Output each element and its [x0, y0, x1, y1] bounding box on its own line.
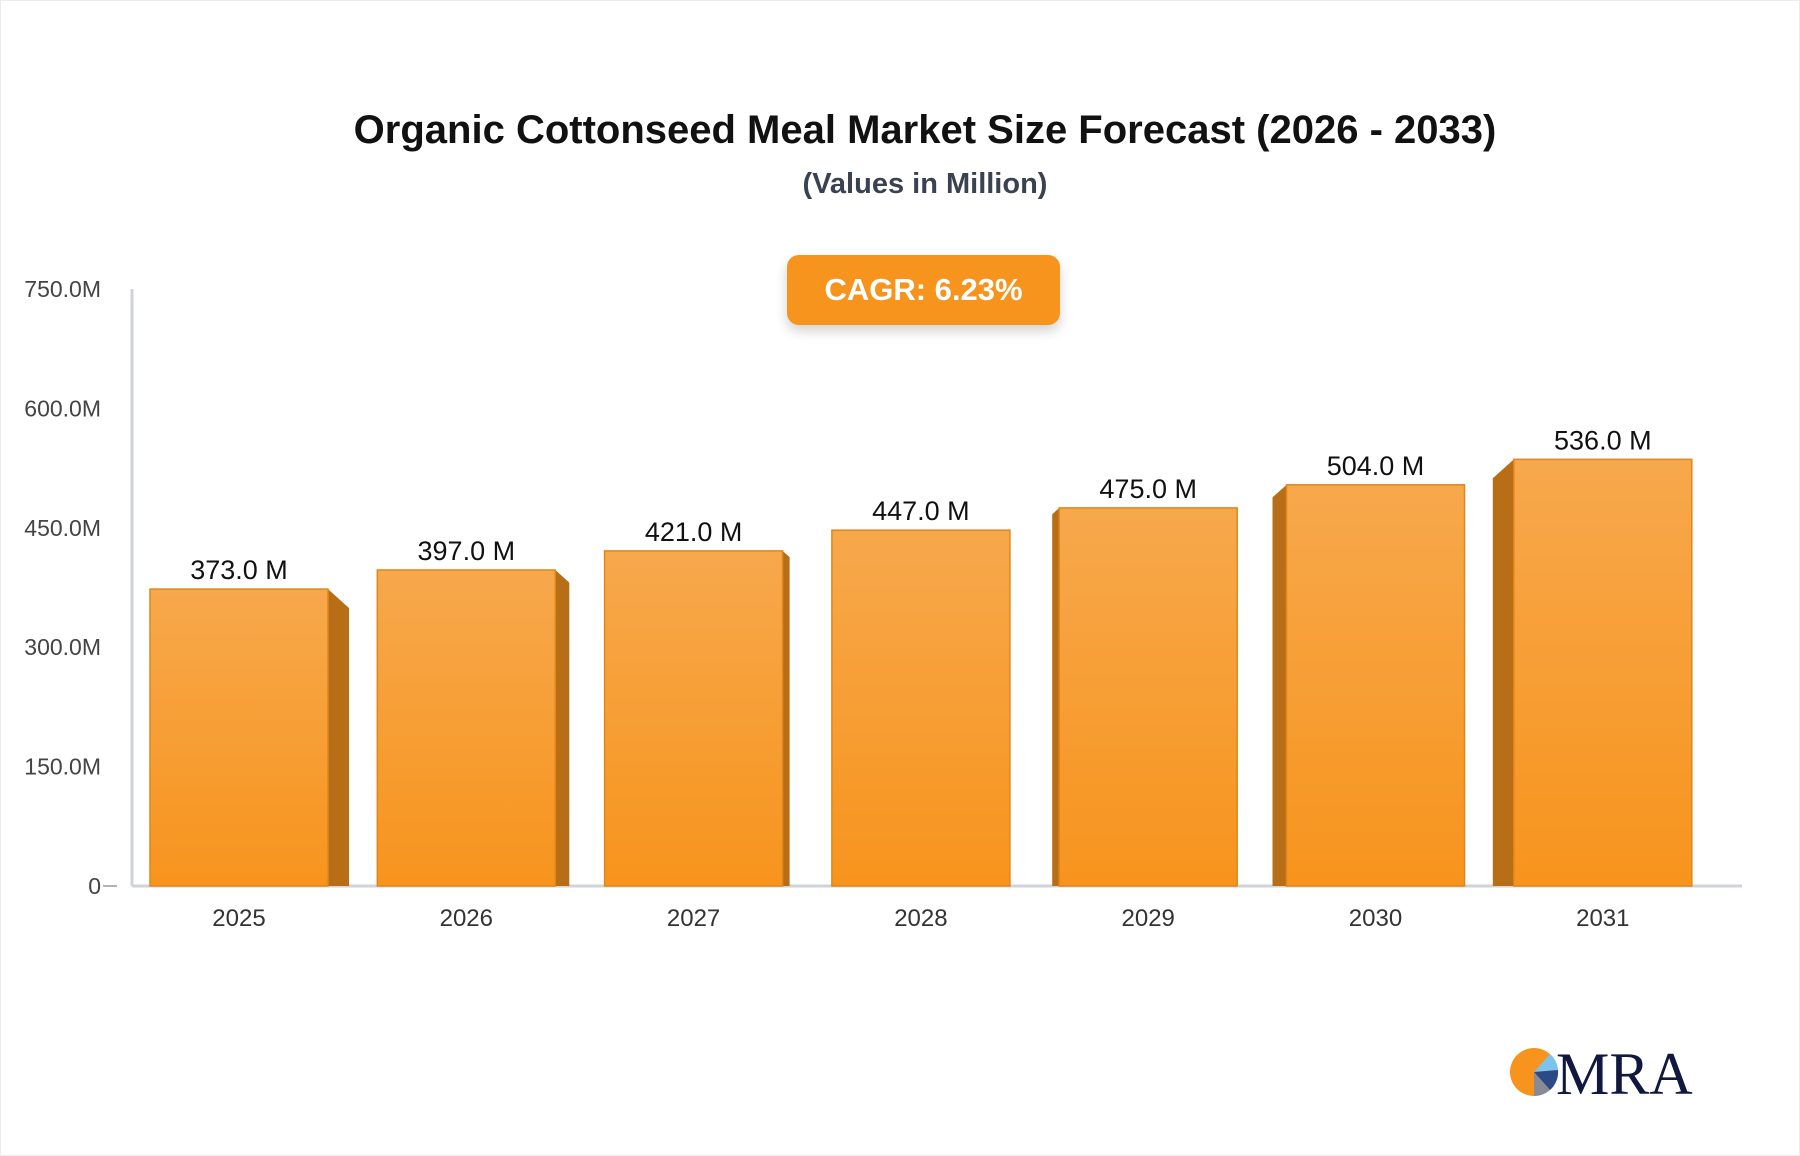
bar-group: 475.0 M 2029 [1052, 474, 1238, 932]
bar-group: 536.0 M 2031 [1492, 425, 1693, 932]
bar [376, 569, 557, 887]
bar [149, 588, 329, 887]
x-tick-label: 2031 [1576, 905, 1629, 932]
data-label: 504.0 M [1327, 451, 1425, 481]
y-tick-label: 750.0M [24, 276, 101, 302]
bar-side [782, 550, 790, 886]
bar [831, 529, 1011, 887]
bar-group: 504.0 M 2030 [1272, 451, 1466, 932]
data-label: 373.0 M [190, 555, 288, 585]
bar-group: 421.0 M 2027 [603, 517, 790, 932]
data-label: 536.0 M [1554, 425, 1652, 455]
x-tick-label: 2026 [440, 905, 493, 932]
x-tick-label: 2027 [667, 905, 720, 932]
x-tick-label: 2028 [894, 905, 947, 932]
bar [1513, 458, 1693, 887]
bar-group: 373.0 M 2025 [149, 555, 349, 932]
bar [1285, 484, 1466, 887]
data-label: 475.0 M [1099, 474, 1197, 504]
bar [603, 550, 784, 887]
mra-logo: MRA [1506, 1040, 1696, 1100]
x-tick-label: 2029 [1122, 905, 1175, 932]
data-label: 421.0 M [645, 517, 743, 547]
x-tick-label: 2030 [1349, 905, 1402, 932]
y-tick-label: 0 [88, 873, 101, 899]
bar-group: 447.0 M 2028 [831, 496, 1011, 932]
y-tick-label: 450.0M [24, 515, 101, 541]
data-label: 397.0 M [418, 536, 516, 566]
chart-title: Organic Cottonseed Meal Market Size Fore… [353, 108, 1497, 152]
y-tick-label: 300.0M [24, 634, 101, 660]
cagr-badge: CAGR: 6.23% [787, 255, 1060, 325]
data-label: 447.0 M [872, 496, 970, 526]
y-tick-label: 150.0M [24, 754, 101, 780]
bar-group: 397.0 M 2026 [376, 536, 570, 932]
x-tick-label: 2025 [212, 905, 265, 932]
bar-side [1272, 484, 1287, 886]
bar-side [1052, 507, 1060, 886]
bar-side [328, 589, 349, 886]
bar-side [1492, 459, 1514, 886]
y-tick-label: 600.0M [24, 395, 101, 421]
bar-side [555, 569, 570, 886]
chart-subtitle: (Values in Million) [802, 168, 1048, 200]
svg-text:MRA: MRA [1556, 1041, 1693, 1100]
bar [1058, 507, 1238, 887]
